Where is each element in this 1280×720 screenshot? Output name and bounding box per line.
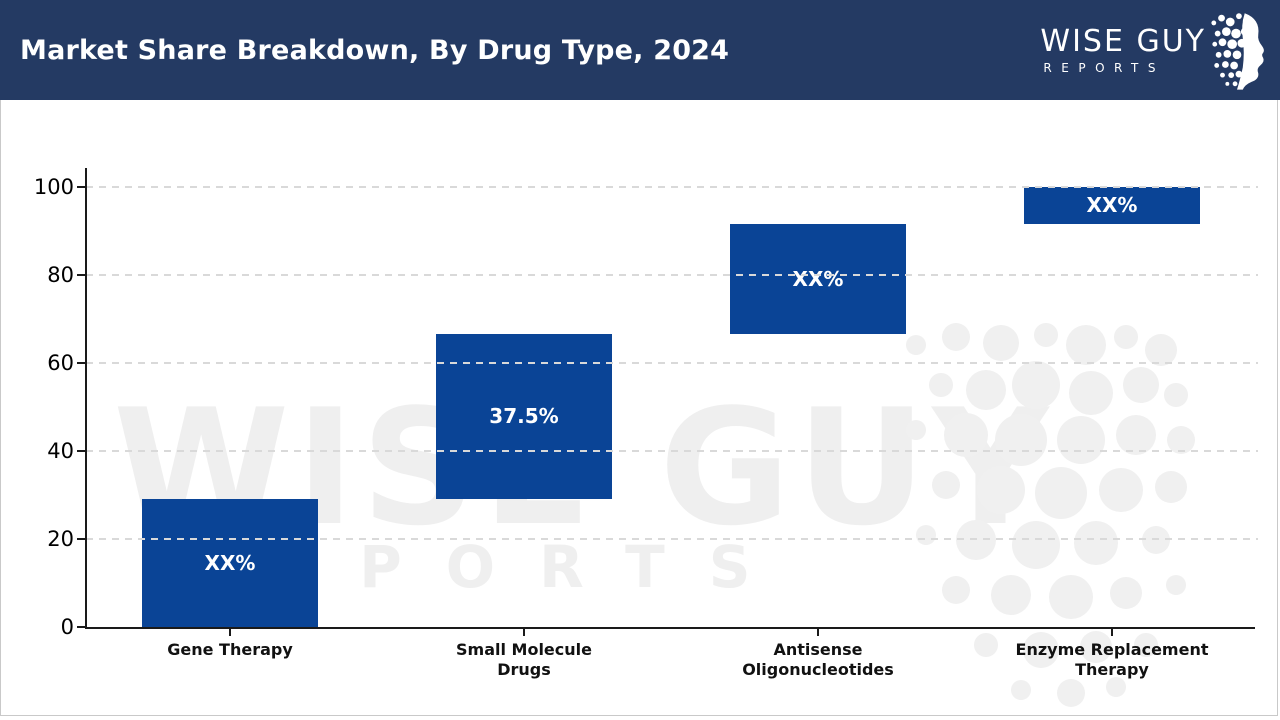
bar-segment: XX%	[142, 498, 318, 627]
y-tick-mark	[77, 626, 86, 628]
category-label: Antisense Oligonucleotides	[668, 640, 968, 680]
logo-subtitle: REPORTS	[1043, 60, 1165, 75]
logo-wordmark: WISE GUY	[1040, 23, 1206, 59]
gridline-40	[86, 450, 1258, 452]
y-tick-label: 80	[47, 263, 74, 287]
y-tick-label: 0	[60, 615, 74, 639]
bar-segment: XX%	[1024, 187, 1200, 224]
category-label-line: Enzyme Replacement	[1015, 640, 1209, 659]
bar-segment: XX%	[730, 223, 906, 334]
category-label-line: Small Molecule	[456, 640, 592, 659]
y-axis-line	[85, 168, 87, 629]
x-axis-line	[85, 627, 1255, 629]
y-tick-mark	[77, 274, 86, 276]
gridline-80	[86, 274, 1258, 276]
wiseguy-logo: WISE GUY REPORTS	[1040, 8, 1266, 92]
y-tick-mark	[77, 538, 86, 540]
bar-value-label: XX%	[1086, 193, 1138, 218]
y-tick-label: 100	[33, 175, 74, 199]
category-label-line: Therapy	[1075, 660, 1149, 679]
logo-face-icon	[1211, 13, 1264, 90]
y-tick-label: 40	[47, 439, 74, 463]
gridline-20	[86, 538, 1258, 540]
category-label-line: Gene Therapy	[167, 640, 293, 659]
header-bar: Market Share Breakdown, By Drug Type, 20…	[0, 0, 1280, 100]
category-label-line: Antisense	[773, 640, 863, 659]
bar-segment: 37.5%	[436, 333, 612, 499]
logo-text: WISE GUY REPORTS	[1040, 23, 1206, 75]
gridline-60	[86, 362, 1258, 364]
category-label: Enzyme Replacement Therapy	[962, 640, 1262, 680]
x-tick-mark	[1111, 627, 1113, 636]
bar-value-label: 37.5%	[489, 404, 559, 429]
category-label-line: Oligonucleotides	[742, 660, 894, 679]
category-label: Small Molecule Drugs	[374, 640, 674, 680]
x-tick-mark	[817, 627, 819, 636]
page-title: Market Share Breakdown, By Drug Type, 20…	[20, 34, 730, 66]
gridline-100	[86, 186, 1258, 188]
y-tick-mark	[77, 186, 86, 188]
category-label: Gene Therapy	[80, 640, 380, 660]
watermark-face-icon	[906, 323, 1195, 707]
y-tick-label: 20	[47, 527, 74, 551]
x-tick-mark	[523, 627, 525, 636]
category-label-line: Drugs	[497, 660, 551, 679]
x-tick-mark	[229, 627, 231, 636]
y-tick-label: 60	[47, 351, 74, 375]
y-tick-mark	[77, 362, 86, 364]
bar-value-label: XX%	[792, 266, 844, 291]
bar-value-label: XX%	[204, 550, 256, 575]
y-tick-mark	[77, 450, 86, 452]
